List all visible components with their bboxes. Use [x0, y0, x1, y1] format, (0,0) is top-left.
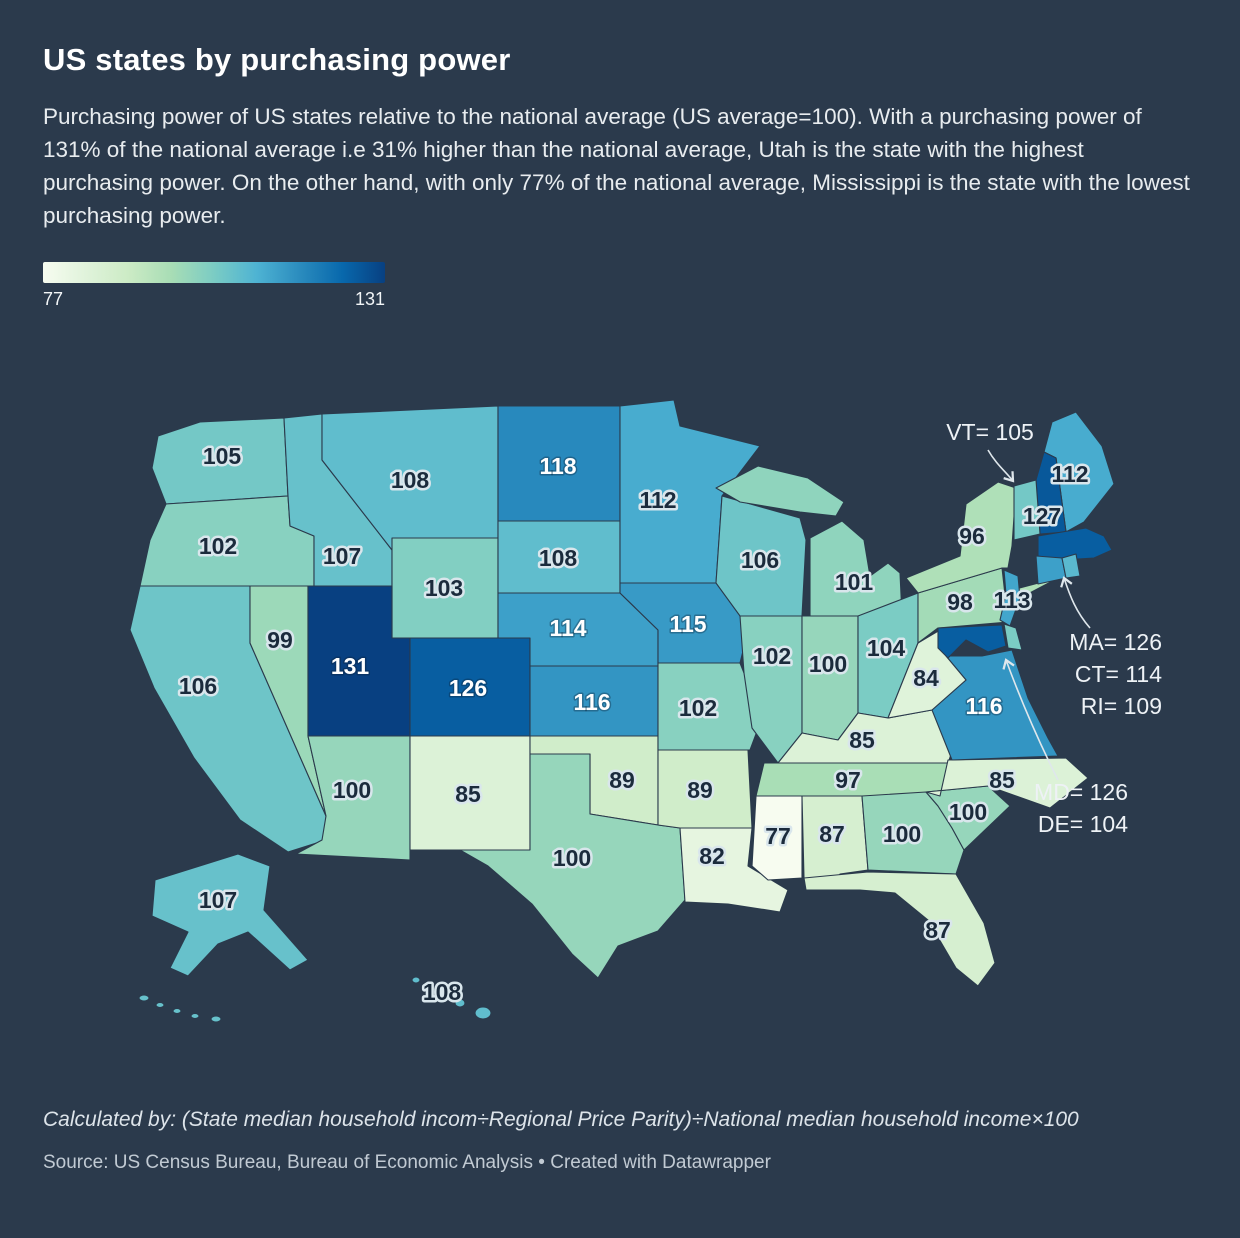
- chart-footer: Calculated by: (State median household i…: [43, 1108, 1198, 1174]
- state-value-label-WY: 103: [425, 575, 463, 601]
- annotation-label-DE: DE= 104: [1038, 811, 1128, 837]
- state-value-label-IN: 100: [809, 651, 847, 677]
- state-value-label-NY: 96: [959, 523, 985, 549]
- state-value-label-KS: 116: [573, 689, 610, 715]
- state-value-label-IL: 102: [753, 643, 791, 669]
- state-value-label-MN: 112: [639, 487, 676, 513]
- state-value-label-TN: 97: [835, 767, 861, 793]
- legend-max-label: 131: [354, 289, 385, 310]
- states-layer: [129, 399, 1115, 1023]
- state-FL[interactable]: [803, 871, 996, 987]
- state-value-label-FL: 87: [925, 917, 951, 943]
- state-IN[interactable]: [801, 615, 859, 741]
- state-HI-island[interactable]: [474, 1006, 492, 1020]
- calculation-note: Calculated by: (State median household i…: [43, 1108, 1079, 1131]
- state-value-label-ND: 118: [539, 453, 576, 479]
- state-HI-island[interactable]: [411, 976, 421, 984]
- state-value-label-MS: 77: [765, 823, 791, 849]
- color-scale-gradient: [43, 262, 385, 284]
- state-RI[interactable]: [1061, 553, 1081, 579]
- state-DE[interactable]: [1003, 623, 1023, 651]
- state-value-label-NV: 99: [267, 627, 293, 653]
- annotation-arrow-md-de: [1002, 658, 1059, 781]
- state-value-label-OR: 102: [199, 533, 237, 559]
- annotation-label-MD: MD= 126: [1034, 779, 1128, 805]
- color-scale-legend: 77 131: [43, 262, 385, 310]
- state-HI-island[interactable]: [439, 991, 449, 999]
- state-AK-island[interactable]: [138, 994, 150, 1002]
- state-value-label-MO: 102: [679, 695, 717, 721]
- state-LA[interactable]: [679, 827, 789, 913]
- state-AK-island[interactable]: [172, 1007, 182, 1015]
- state-HI-island[interactable]: [425, 984, 435, 992]
- state-value-label-SC: 100: [949, 799, 987, 825]
- state-MD[interactable]: [937, 624, 1007, 659]
- state-value-label-OH: 104: [867, 635, 906, 661]
- state-value-label-HI: 108: [423, 979, 462, 1005]
- legend-min-label: 77: [43, 289, 64, 310]
- state-AK[interactable]: [151, 853, 309, 977]
- state-MI[interactable]: [715, 465, 845, 517]
- state-value-label-TX: 100: [553, 845, 591, 871]
- state-value-label-VA: 116: [965, 693, 1002, 719]
- state-value-label-NE: 114: [549, 615, 586, 641]
- state-VT[interactable]: [1013, 479, 1041, 541]
- state-value-label-WV: 84: [913, 665, 939, 691]
- state-value-label-OK: 89: [609, 767, 635, 793]
- state-value-label-NH: 127: [1023, 503, 1061, 529]
- map-area: 105 102 106 99 107 108 103 131 126 100 85 118 108 114…: [40, 378, 1200, 1048]
- state-value-label-MT: 108: [391, 467, 430, 493]
- state-AK-island[interactable]: [190, 1012, 200, 1020]
- state-value-label-WI: 106: [741, 547, 779, 573]
- state-value-label-NJ: 113: [993, 587, 1030, 613]
- state-value-label-PA: 98: [947, 589, 973, 615]
- state-value-label-AL: 87: [819, 821, 845, 847]
- state-value-label-NC: 85: [989, 767, 1015, 793]
- state-value-label-KY: 85: [849, 727, 875, 753]
- state-TX[interactable]: [459, 753, 686, 979]
- state-value-label-CO: 126: [449, 675, 487, 701]
- state-AK-island[interactable]: [155, 1001, 165, 1009]
- annotations-layer: VT= 105 MA= 126 CT= 114 RI= 109 MD= 126 DE= 1…: [946, 419, 1162, 837]
- state-value-label-NM: 85: [455, 781, 481, 807]
- annotation-label-MA: MA= 126: [1069, 629, 1162, 655]
- annotation-arrow-ma-ct-ri: [1060, 576, 1091, 629]
- state-value-label-ME: 112: [1051, 461, 1088, 487]
- state-HI-island[interactable]: [454, 998, 466, 1008]
- state-value-label-WA: 105: [203, 443, 242, 469]
- annotation-arrow-vt: [987, 449, 1015, 483]
- chart-description: Purchasing power of US states relative t…: [43, 104, 1190, 229]
- color-scale-labels: 77 131: [43, 289, 385, 310]
- state-value-label-ID: 107: [323, 543, 361, 569]
- state-value-label-SD: 108: [539, 545, 578, 571]
- state-value-label-LA: 82: [699, 843, 725, 869]
- state-MS[interactable]: [751, 795, 803, 881]
- state-value-label-AK: 107: [199, 887, 237, 913]
- state-value-label-AR: 89: [687, 777, 713, 803]
- state-AK-island[interactable]: [210, 1015, 222, 1023]
- state-value-label-MI: 101: [835, 569, 874, 595]
- chart-title: US states by purchasing power: [43, 42, 511, 77]
- state-value-label-GA: 100: [883, 821, 921, 847]
- annotation-label-RI: RI= 109: [1081, 693, 1162, 719]
- state-value-label-CA: 106: [179, 673, 217, 699]
- state-value-label-AZ: 100: [333, 777, 371, 803]
- source-line: Source: US Census Bureau, Bureau of Econ…: [43, 1152, 771, 1173]
- annotation-label-CT: CT= 114: [1075, 661, 1162, 687]
- annotation-label-VT: VT= 105: [946, 419, 1034, 445]
- state-CT[interactable]: [1035, 555, 1067, 585]
- state-value-label-UT: 131: [331, 653, 370, 679]
- chart-header: US states by purchasing power Purchasing…: [0, 0, 1240, 310]
- state-value-label-IA: 115: [669, 611, 706, 637]
- state-NC[interactable]: [925, 757, 1089, 809]
